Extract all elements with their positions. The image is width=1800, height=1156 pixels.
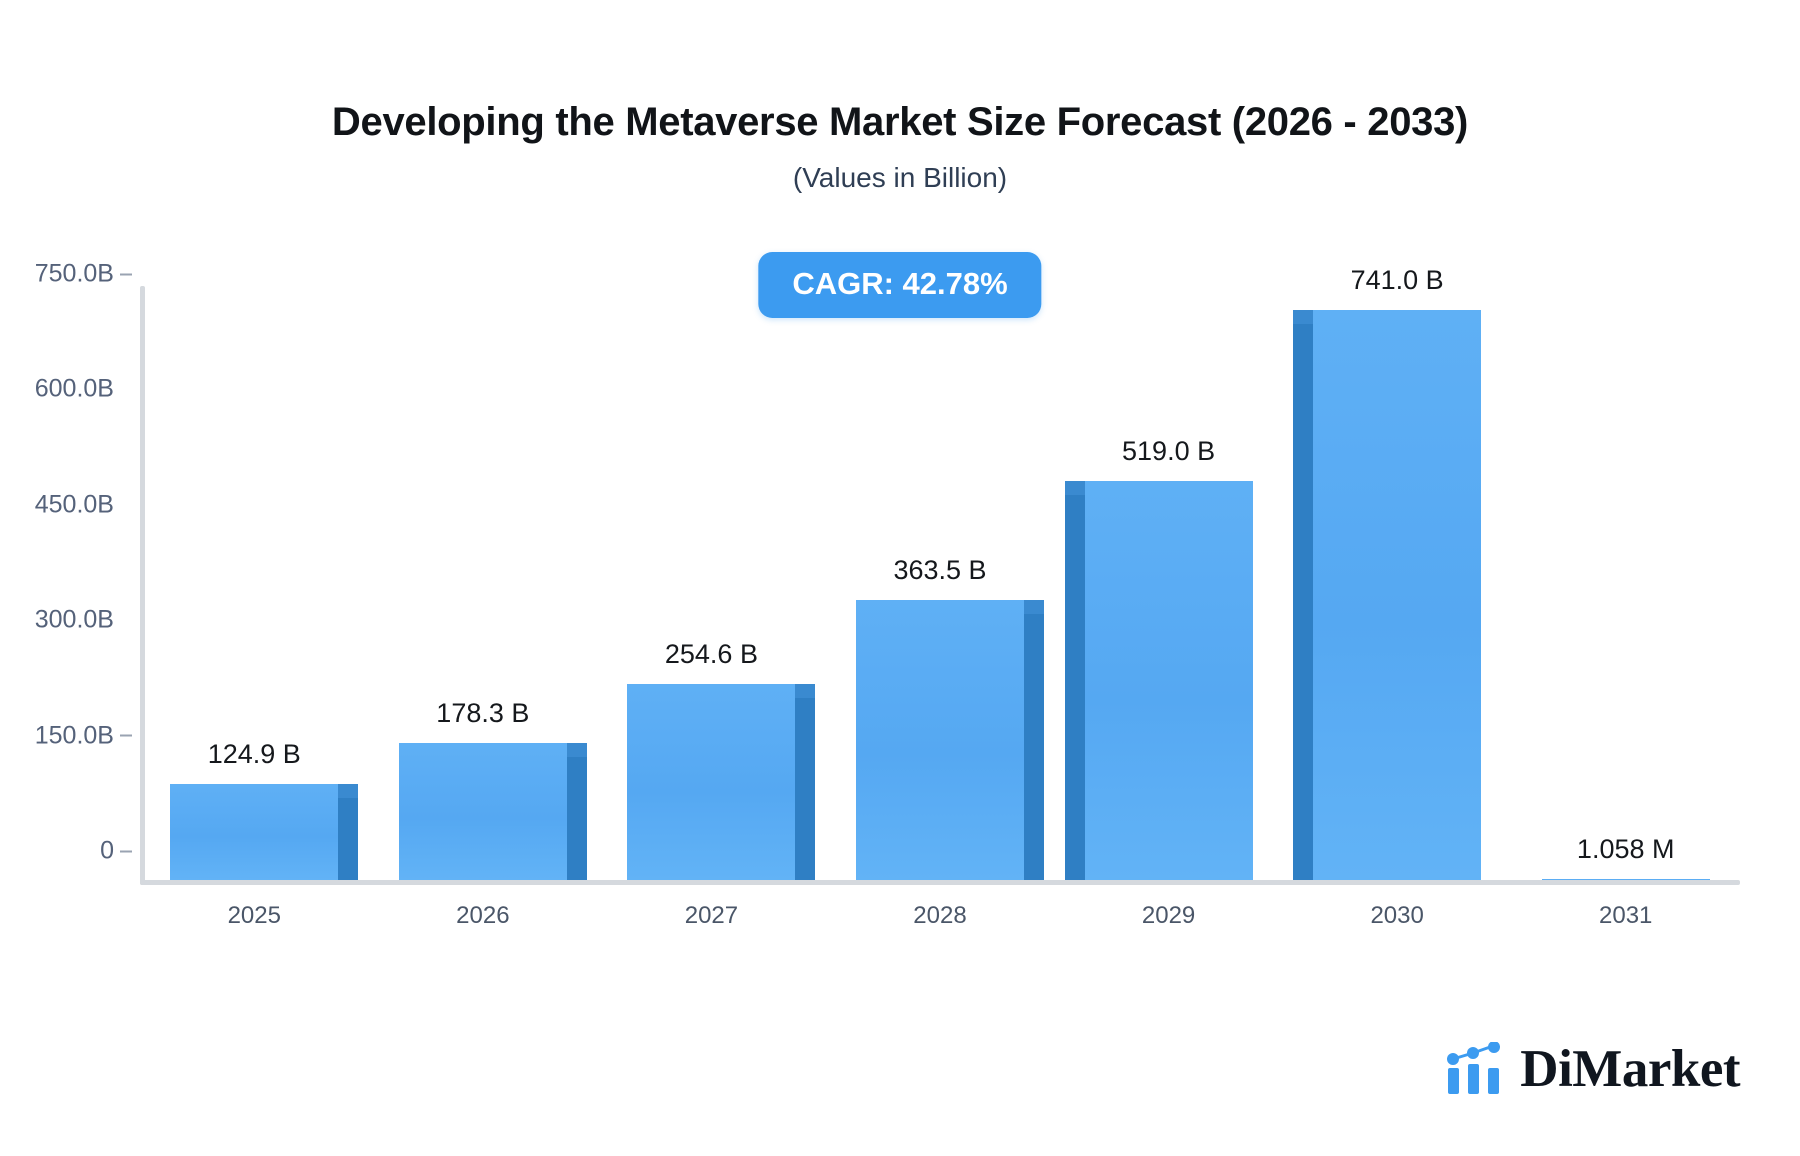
bar-3d-top-bevel bbox=[338, 783, 359, 798]
y-axis-tick: 300.0B bbox=[35, 606, 140, 635]
plot-area: 0 150.0B 300.0B 450.0B 600.0B 750.0B 124.9 B 2… bbox=[35, 260, 1740, 929]
y-axis-tick-label: 0 bbox=[100, 836, 114, 865]
x-axis-tick-label: 2026 bbox=[456, 902, 510, 929]
logo-wordmark: DiMarket bbox=[1520, 1039, 1740, 1098]
y-axis-tick-mark bbox=[120, 273, 132, 276]
y-axis-tick-label: 300.0B bbox=[34, 605, 114, 634]
bar-value-label: 124.9 B bbox=[207, 738, 301, 769]
y-axis-tick: 600.0B bbox=[35, 375, 140, 404]
y-axis-tick-mark bbox=[120, 850, 132, 852]
bar-3d-side bbox=[795, 698, 816, 880]
bar-value-label: 254.6 B bbox=[664, 639, 758, 670]
y-axis-tick: 0 bbox=[100, 837, 140, 866]
bar-value-label: 1.058 M bbox=[1576, 834, 1675, 864]
x-axis-line bbox=[140, 880, 1740, 885]
bar[interactable] bbox=[856, 600, 1024, 880]
bar-group[interactable]: 363.5 B 2028 bbox=[856, 280, 1044, 929]
x-axis-tick-label: 2029 bbox=[1141, 902, 1196, 929]
bar-group[interactable]: 124.9 B 2025 bbox=[170, 280, 359, 929]
bar-value-label: 363.5 B bbox=[893, 555, 987, 586]
bar-3d-top-bevel bbox=[566, 742, 587, 757]
x-axis-tick-label: 2030 bbox=[1370, 902, 1424, 929]
bar[interactable] bbox=[398, 742, 567, 880]
y-axis-tick-label: 450.0B bbox=[34, 490, 114, 519]
y-axis-tick-label: 750.0B bbox=[34, 259, 114, 288]
bar-value-label: 741.0 B bbox=[1350, 265, 1444, 295]
bar-group[interactable]: 741.0 B 2030 bbox=[1293, 265, 1482, 929]
bar[interactable] bbox=[170, 783, 339, 880]
y-axis-tick: 150.0B bbox=[35, 721, 140, 750]
bar-3d-side bbox=[338, 797, 359, 880]
dimarket-logo: DiMarket bbox=[1446, 1042, 1740, 1096]
y-axis-tick-label: 150.0B bbox=[34, 721, 114, 750]
bar[interactable] bbox=[1541, 879, 1710, 880]
bar-3d-top-bevel bbox=[1024, 600, 1044, 615]
bar-series: 124.9 B 2025 178.3 B 2026 254.6 B 2027 363.5 B… bbox=[140, 265, 1740, 929]
y-axis-tick: 750.0B bbox=[35, 260, 140, 289]
x-axis-tick-label: 2027 bbox=[684, 902, 739, 929]
y-axis-tick-label: 600.0B bbox=[34, 374, 114, 403]
x-axis-tick-label: 2025 bbox=[227, 902, 281, 929]
bar[interactable] bbox=[1313, 310, 1482, 880]
y-axis-tick: 450.0B bbox=[35, 490, 140, 519]
bar-group[interactable]: 254.6 B 2027 bbox=[627, 280, 816, 929]
bar-3d-side bbox=[1064, 494, 1085, 880]
bar-group[interactable]: 178.3 B 2026 bbox=[398, 280, 587, 929]
x-axis-tick-label: 2031 bbox=[1599, 902, 1653, 929]
page-title: Developing the Metaverse Market Size For… bbox=[331, 100, 1469, 144]
bar-3d-top-bevel bbox=[795, 684, 816, 699]
cagr-badge: CAGR: 42.78% bbox=[758, 252, 1042, 318]
bar-3d-top-bevel bbox=[1064, 480, 1085, 495]
bar-3d-side bbox=[1024, 614, 1044, 880]
y-axis-line bbox=[140, 286, 145, 885]
bar[interactable] bbox=[1084, 480, 1253, 880]
bar-group[interactable]: 519.0 B 2029 bbox=[1064, 280, 1253, 929]
bar-3d-side bbox=[566, 756, 587, 880]
chart-subtitle: (Values in Billion) bbox=[792, 162, 1008, 193]
bar-value-label: 178.3 B bbox=[436, 697, 530, 728]
x-axis-tick-label: 2028 bbox=[913, 902, 967, 929]
bar-group[interactable]: 1.058 M 2031 bbox=[1541, 280, 1710, 929]
y-axis-tick-mark bbox=[120, 734, 132, 737]
bar-3d-side bbox=[1293, 324, 1314, 880]
bar-value-label: 519.0 B bbox=[1122, 435, 1216, 466]
bar-3d-top-bevel bbox=[1293, 310, 1314, 324]
bar-chart-logo-icon bbox=[1447, 1042, 1501, 1094]
bar[interactable] bbox=[627, 684, 796, 880]
